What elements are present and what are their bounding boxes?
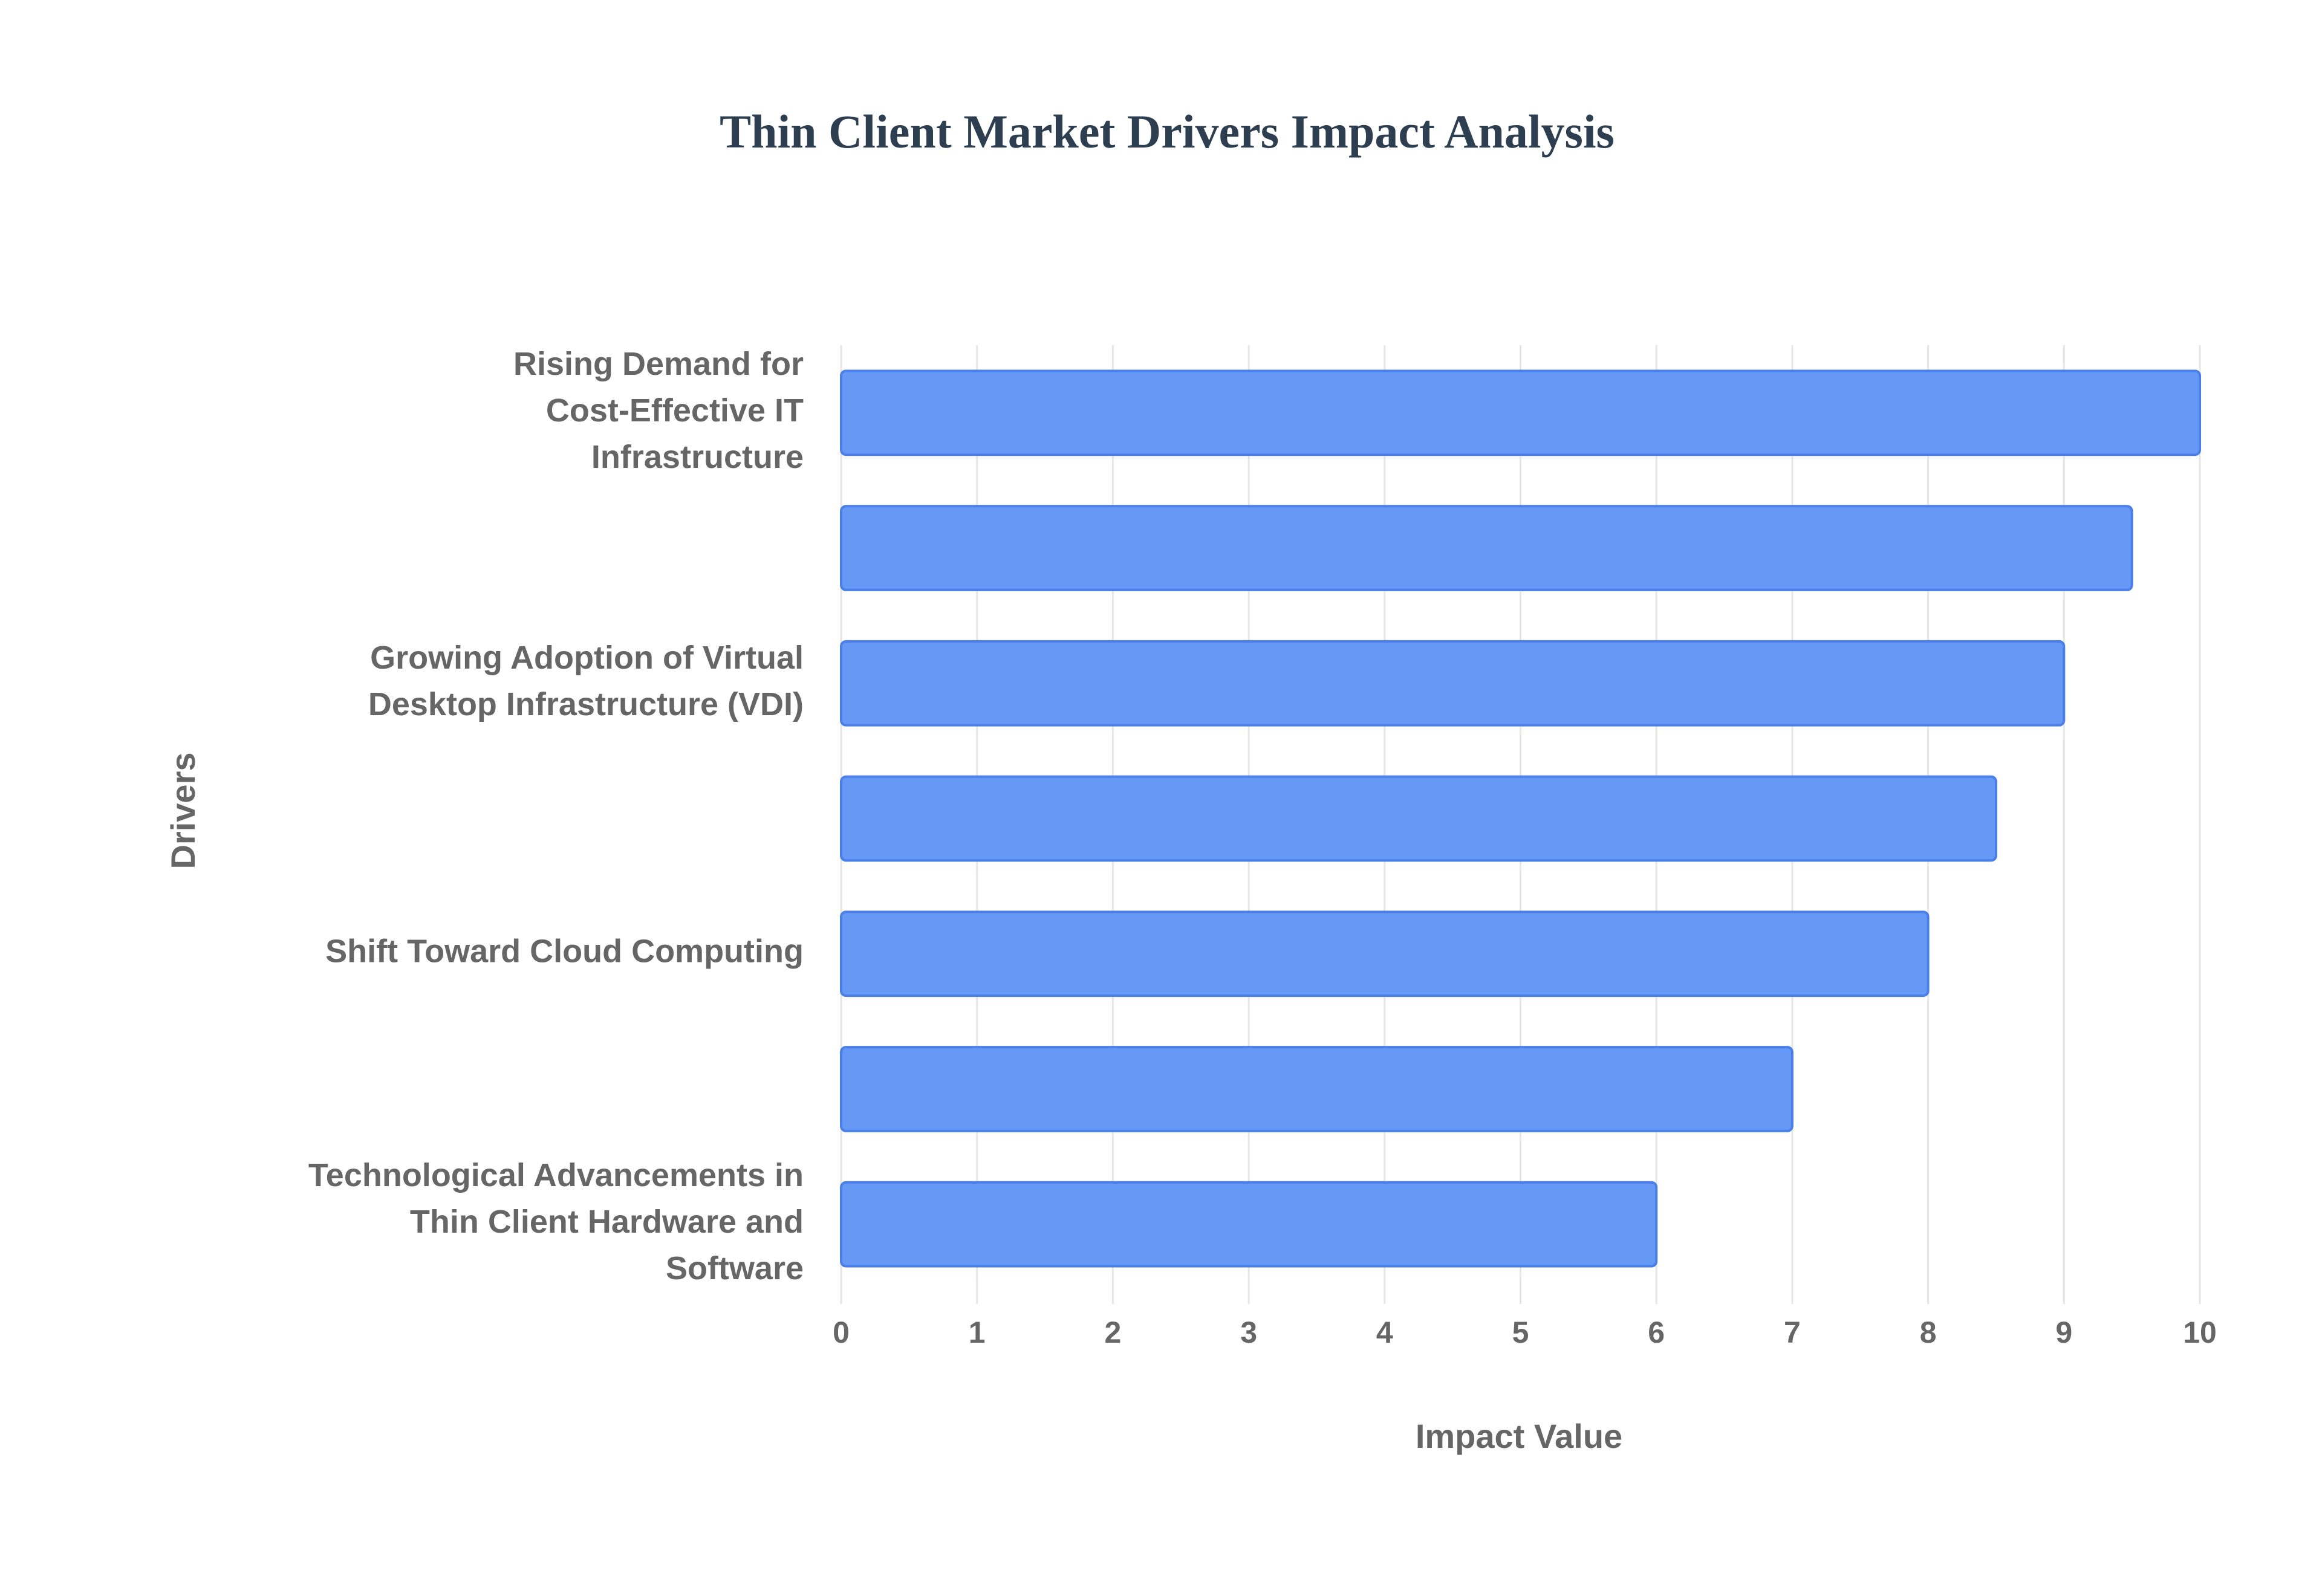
y-tick-label-line: Shift Toward Cloud Computing: [325, 933, 804, 970]
bar: [840, 1046, 1794, 1132]
x-tick-label: 3: [1240, 1315, 1257, 1349]
x-tick-label: 2: [1104, 1315, 1121, 1349]
bar: [840, 505, 2133, 591]
bar: [840, 369, 2201, 456]
x-tick-label: 4: [1376, 1315, 1393, 1349]
y-tick-label: Rising Demand for Cost-Effective IT Infras…: [513, 346, 804, 475]
y-axis-title: Drivers: [164, 752, 202, 869]
y-tick-label-line: Infrastructure: [591, 439, 804, 475]
bar: [840, 640, 2066, 727]
x-tick-label: 6: [1648, 1315, 1665, 1349]
y-tick-label-line: Software: [666, 1250, 804, 1286]
bar: [840, 775, 1997, 862]
y-tick-label: Technological Advancements in Thin Client…: [308, 1157, 804, 1286]
y-tick-label: Growing Adoption of Virtual Desktop Infra…: [368, 640, 804, 722]
y-tick-label-line: Rising Demand for: [513, 346, 804, 382]
y-tick-label: Shift Toward Cloud Computing: [325, 933, 804, 970]
y-tick-label-line: Thin Client Hardware and: [410, 1204, 804, 1240]
chart-title: Thin Client Market Drivers Impact Analys…: [720, 105, 1615, 158]
y-tick-label-line: Technological Advancements in: [308, 1157, 804, 1193]
x-tick-label: 8: [1920, 1315, 1937, 1349]
y-tick-label-line: Growing Adoption of Virtual: [370, 640, 804, 676]
x-tick-label: 10: [2183, 1315, 2217, 1349]
x-tick-label: 0: [833, 1315, 850, 1349]
x-tick-label: 5: [1512, 1315, 1529, 1349]
x-tick-label: 1: [969, 1315, 986, 1349]
bar: [840, 910, 1930, 997]
y-tick-label-line: Cost-Effective IT: [546, 392, 804, 429]
bar: [840, 1181, 1658, 1268]
x-tick-label: 7: [1784, 1315, 1801, 1349]
x-tick-label: 9: [2055, 1315, 2072, 1349]
y-tick-label-line: Desktop Infrastructure (VDI): [368, 686, 804, 722]
x-axis-title: Impact Value: [1416, 1417, 1622, 1455]
